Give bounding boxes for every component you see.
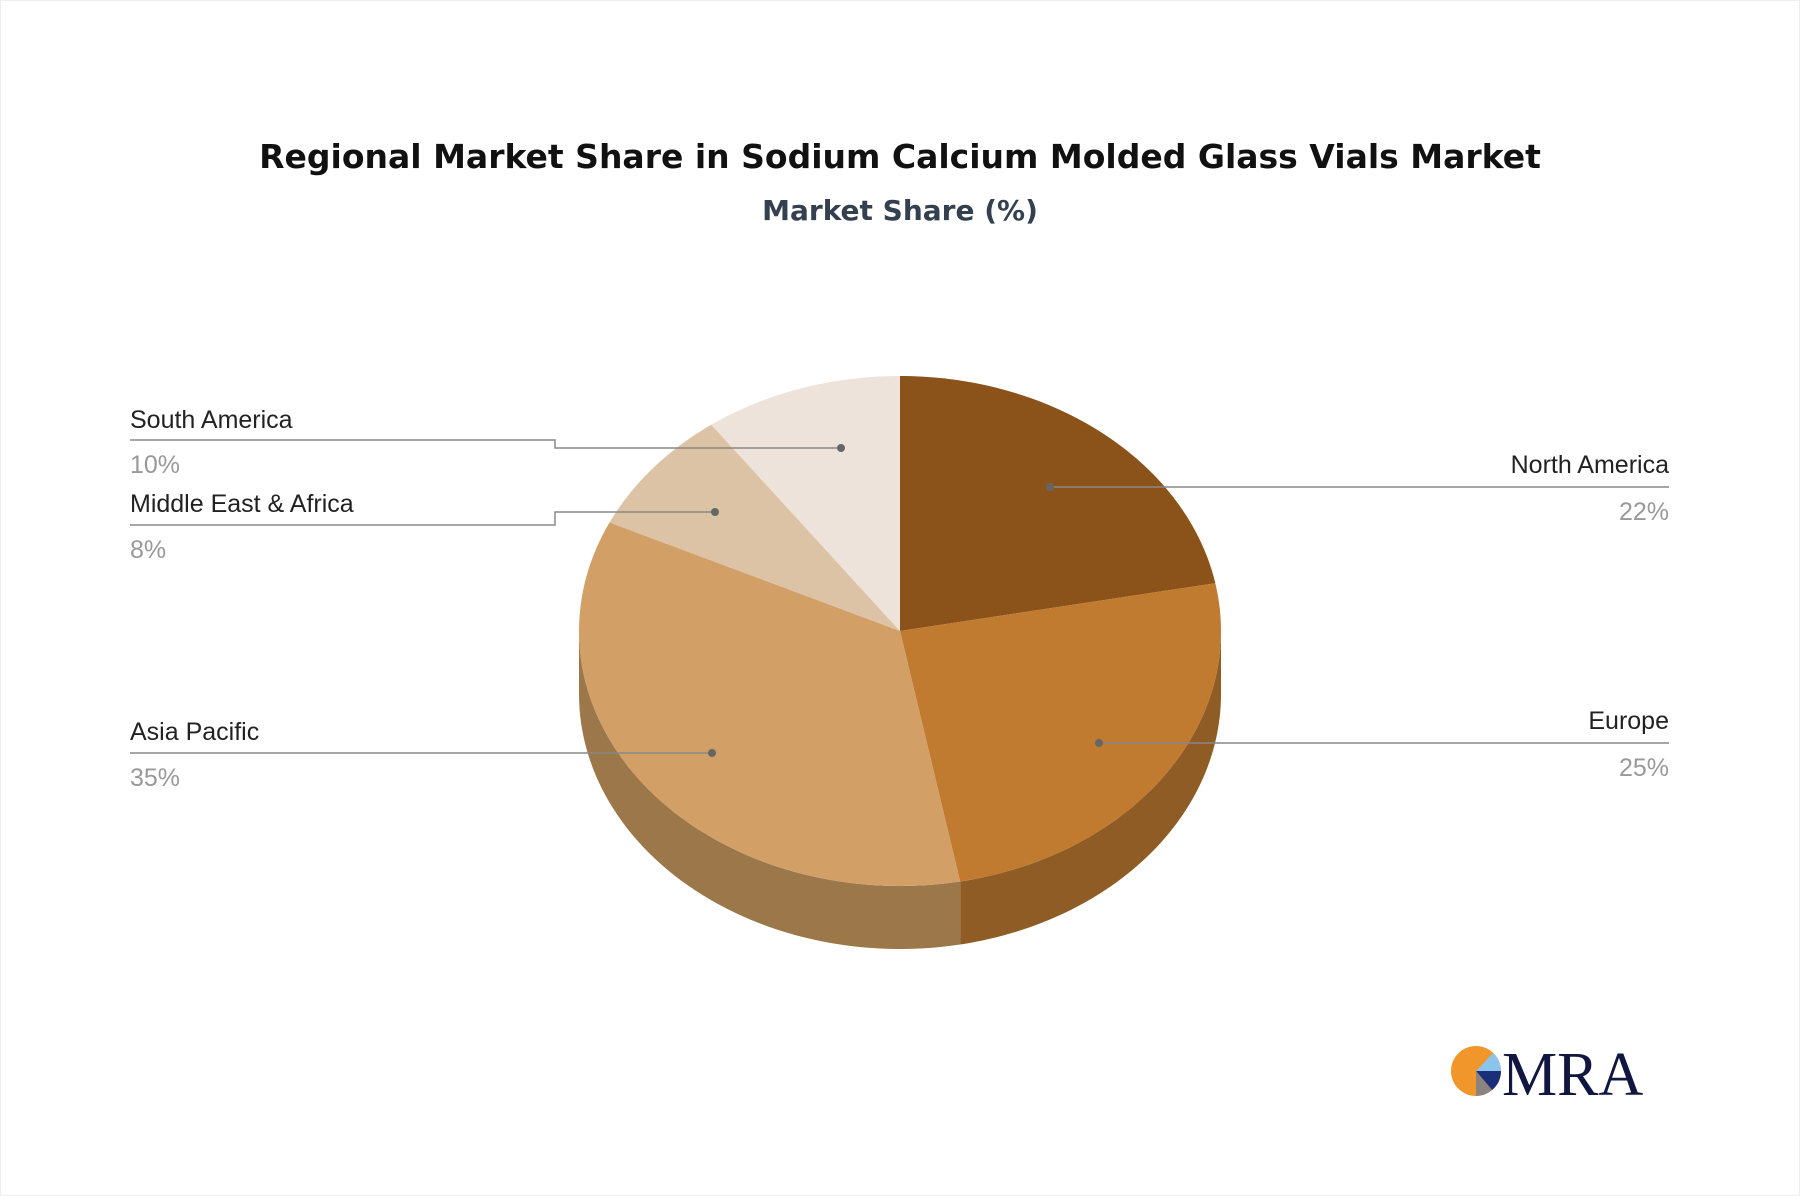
slice-pct-asia-pacific: 35%	[130, 764, 180, 792]
leader-dot-middle-east-africa	[711, 508, 719, 516]
chart-subtitle: Market Share (%)	[762, 194, 1038, 227]
slice-label-middle-east-africa: Middle East & Africa	[130, 490, 354, 518]
leader-line-south-america	[130, 439, 841, 449]
slice-label-south-america: South America	[130, 406, 293, 434]
slice-middle-east-africa[interactable]	[609, 424, 900, 631]
leader-dot-north-america	[1046, 483, 1054, 491]
slice-label-europe: Europe	[1588, 707, 1669, 735]
leader-dot-asia-pacific	[708, 749, 716, 757]
leader-line-middle-east-africa	[130, 511, 715, 526]
mra-logo: MRA	[1451, 1041, 1643, 1109]
logo-text: MRA	[1502, 1041, 1643, 1109]
slice-label-north-america: North America	[1511, 451, 1669, 479]
slice-pct-north-america: 22%	[1619, 498, 1669, 526]
slice-pct-europe: 25%	[1619, 754, 1669, 782]
slice-asia-pacific[interactable]	[579, 522, 961, 886]
slice-label-asia-pacific: Asia Pacific	[130, 718, 259, 746]
slice-pct-middle-east-africa: 8%	[130, 536, 166, 564]
leader-dot-europe	[1095, 739, 1103, 747]
slice-side-europe	[960, 631, 1221, 945]
leader-dot-south-america	[837, 444, 845, 452]
chart-title: Regional Market Share in Sodium Calcium …	[259, 137, 1541, 176]
slice-south-america[interactable]	[711, 376, 900, 631]
slice-pct-south-america: 10%	[130, 451, 180, 479]
slice-north-america[interactable]	[900, 376, 1216, 631]
slice-europe[interactable]	[900, 583, 1221, 882]
slice-side-asia-pacific	[579, 631, 961, 949]
